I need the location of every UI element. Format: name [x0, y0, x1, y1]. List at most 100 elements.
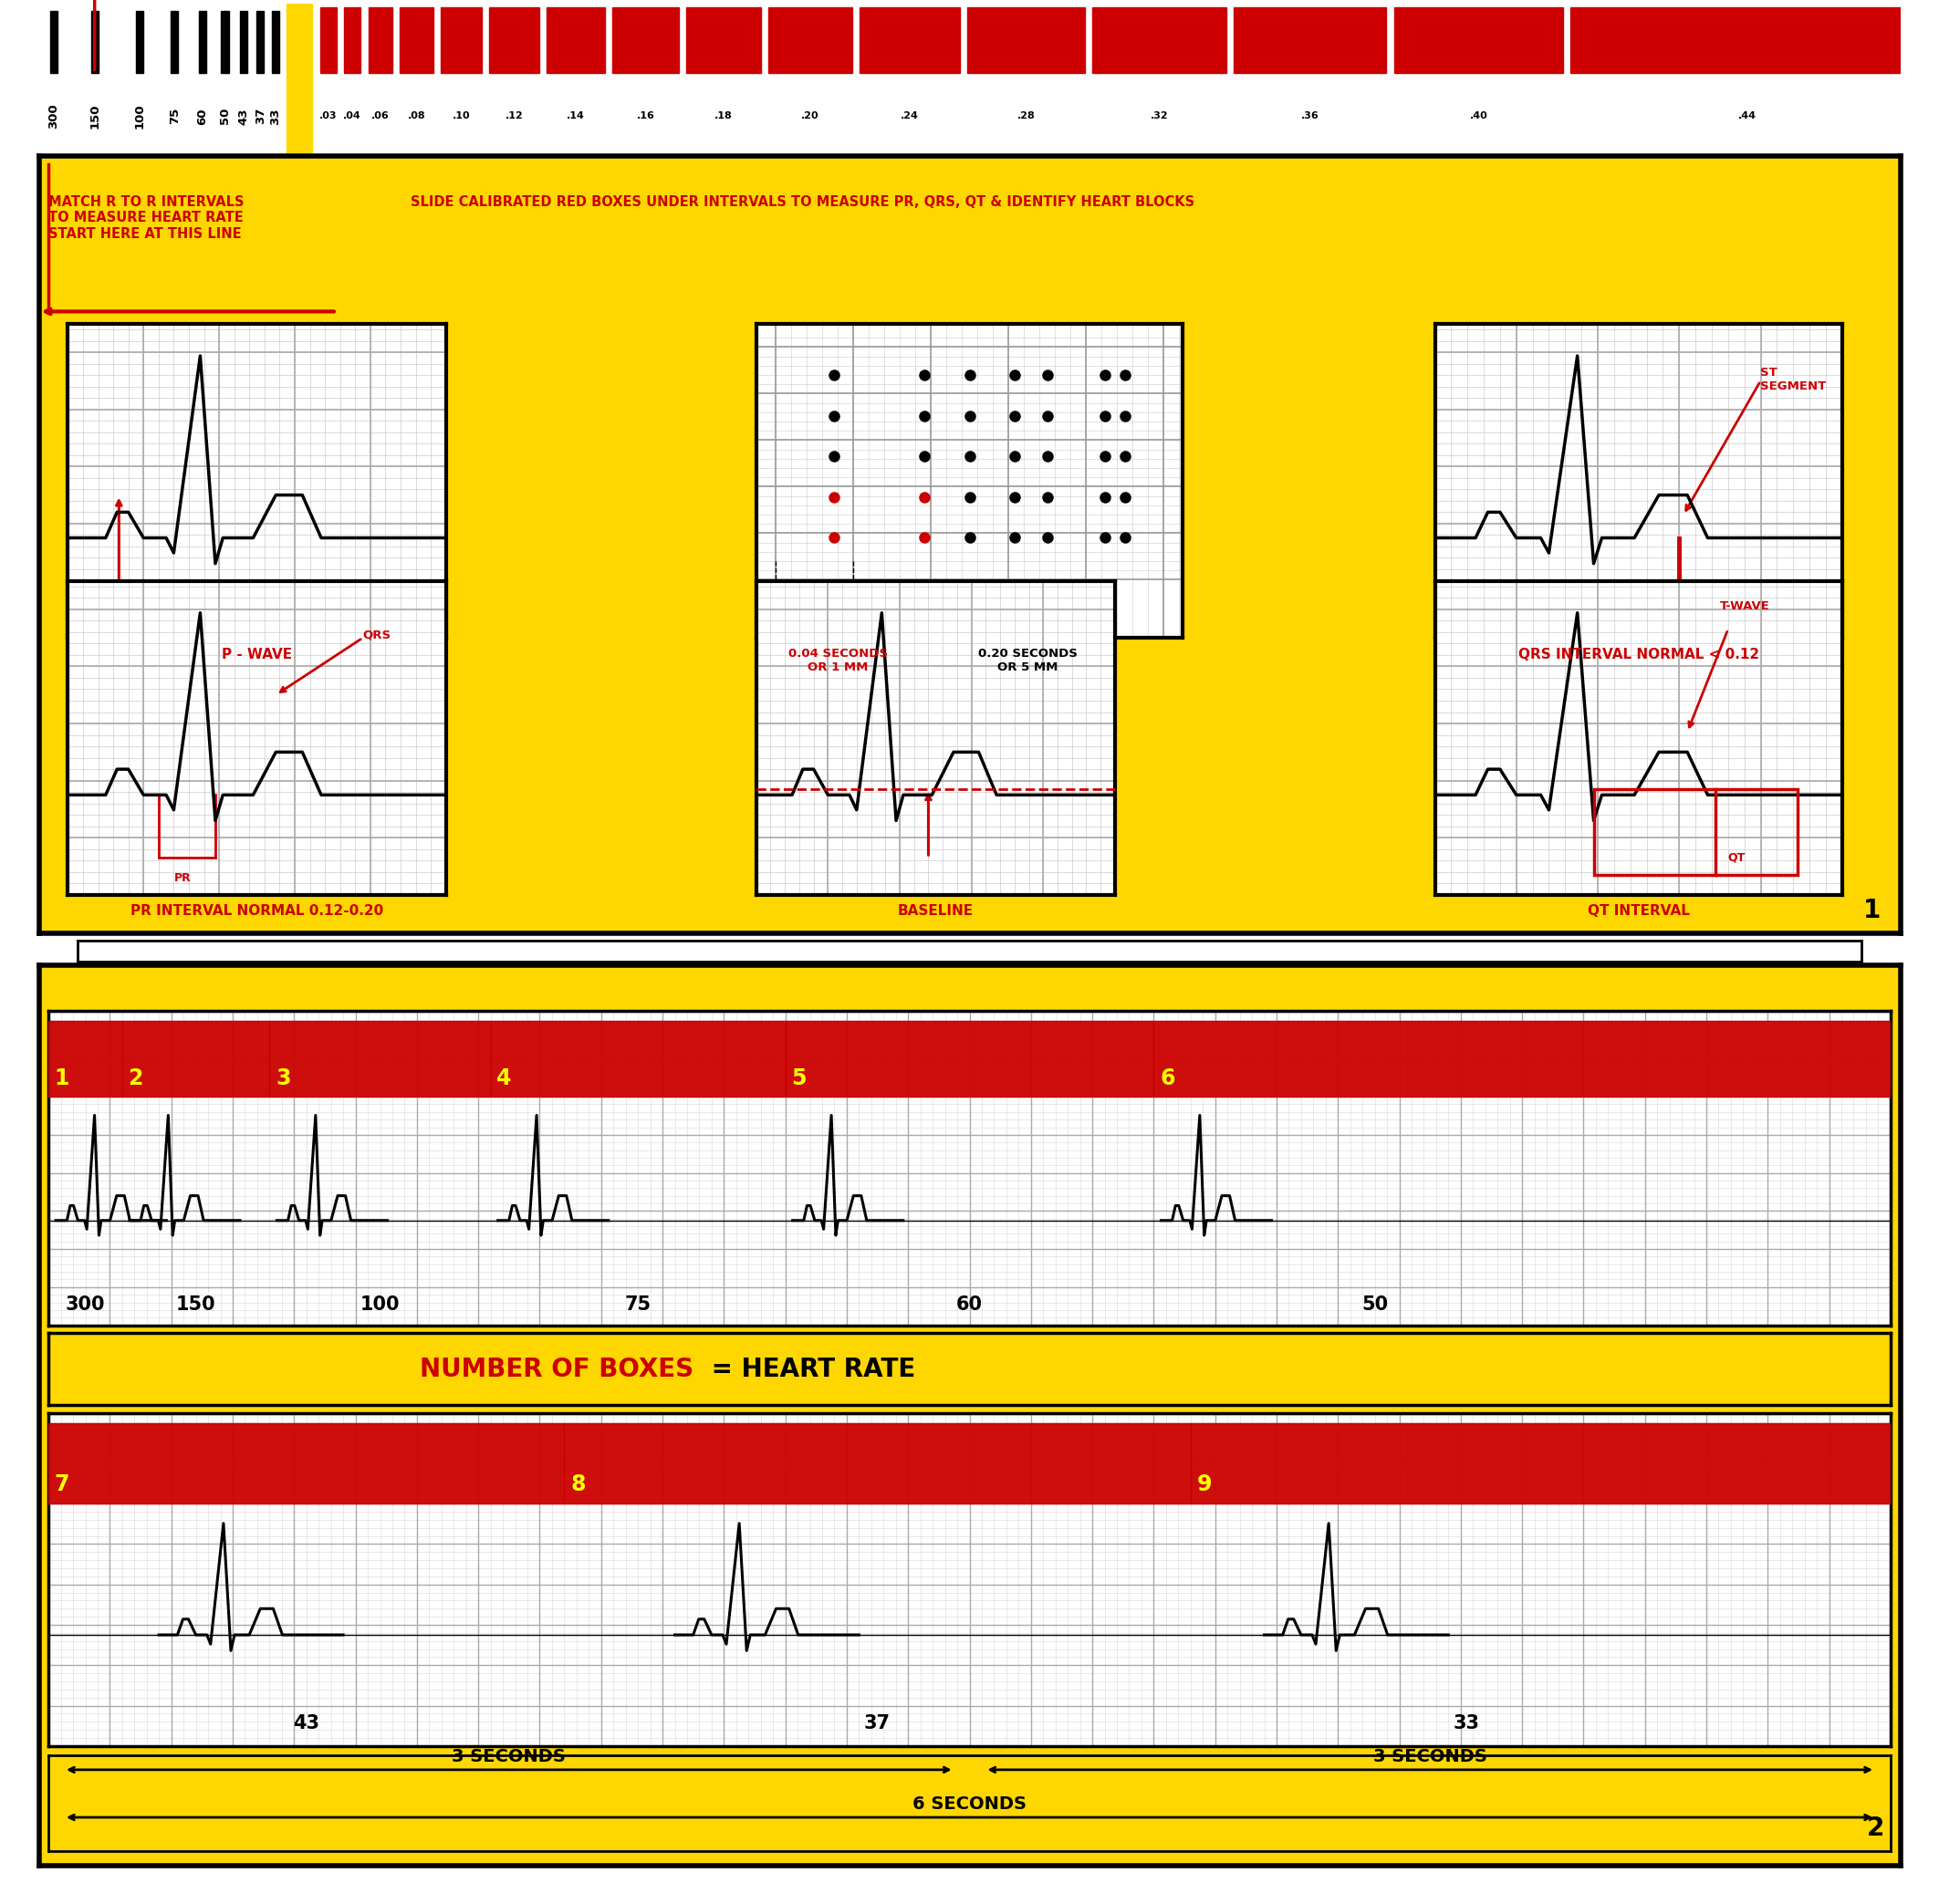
Bar	[1594, 788, 1797, 874]
Bar	[1154, 1021, 1891, 1097]
Text: .03: .03	[320, 112, 337, 120]
Bar	[768, 8, 853, 72]
Text: PR: PR	[175, 872, 190, 883]
Text: 150: 150	[176, 1295, 215, 1314]
Text: 100: 100	[134, 103, 145, 129]
Text: 8: 8	[570, 1474, 586, 1495]
Text: PR INTERVAL NORMAL 0.12-0.20: PR INTERVAL NORMAL 0.12-0.20	[130, 904, 384, 918]
Text: 33: 33	[270, 109, 281, 124]
Text: 4: 4	[496, 1068, 512, 1089]
Text: 37: 37	[254, 109, 266, 124]
Text: MATCH R TO R INTERVALS
TO MEASURE HEART RATE
START HERE AT THIS LINE: MATCH R TO R INTERVALS TO MEASURE HEART …	[48, 194, 244, 240]
Text: .18: .18	[715, 112, 733, 120]
Bar	[1092, 8, 1225, 72]
Text: 9: 9	[1196, 1474, 1212, 1495]
Bar	[171, 11, 178, 72]
Bar	[200, 11, 206, 72]
Text: 100: 100	[361, 1295, 399, 1314]
Text: .32: .32	[1150, 112, 1169, 120]
Text: .08: .08	[407, 112, 425, 120]
Text: 1: 1	[54, 1068, 70, 1089]
Bar	[48, 1021, 122, 1097]
Text: 33: 33	[1454, 1716, 1479, 1733]
Bar	[489, 8, 539, 72]
Text: 6: 6	[1160, 1068, 1175, 1089]
Text: .24: .24	[902, 112, 919, 120]
Text: NUMBER OF BOXES: NUMBER OF BOXES	[419, 1356, 694, 1382]
Bar	[368, 8, 392, 72]
Text: QT: QT	[1728, 851, 1745, 863]
Bar	[343, 8, 361, 72]
Text: 43: 43	[293, 1716, 320, 1733]
Text: 300: 300	[48, 103, 60, 129]
Text: 60: 60	[196, 109, 209, 124]
Bar	[136, 11, 143, 72]
Text: QRS INTERVAL NORMAL < 0.12: QRS INTERVAL NORMAL < 0.12	[1518, 647, 1759, 661]
Bar	[399, 8, 434, 72]
Bar	[91, 11, 99, 72]
Text: .14: .14	[566, 112, 586, 120]
Text: QRS: QRS	[363, 628, 392, 642]
Text: 3 SECONDS: 3 SECONDS	[1373, 1748, 1487, 1765]
Bar	[1394, 8, 1563, 72]
Text: 43: 43	[238, 109, 250, 124]
Text: 2: 2	[1867, 1816, 1885, 1841]
Bar	[50, 11, 58, 72]
Bar	[122, 1021, 270, 1097]
Text: .04: .04	[343, 112, 361, 120]
Text: .28: .28	[1018, 112, 1035, 120]
Bar	[287, 4, 312, 76]
Text: 37: 37	[865, 1716, 890, 1733]
Text: 2: 2	[128, 1068, 143, 1089]
Text: QT INTERVAL: QT INTERVAL	[1588, 904, 1689, 918]
Text: 300: 300	[66, 1295, 105, 1314]
Text: 6 SECONDS: 6 SECONDS	[913, 1795, 1026, 1813]
Text: 1: 1	[1863, 899, 1881, 923]
Bar	[48, 1422, 564, 1504]
Text: .10: .10	[452, 112, 471, 120]
Text: 150: 150	[89, 103, 101, 129]
Text: 3 SECONDS: 3 SECONDS	[452, 1748, 566, 1765]
Text: .20: .20	[801, 112, 820, 120]
Bar	[256, 11, 264, 72]
Text: 60: 60	[956, 1295, 983, 1314]
Text: 0.04 SECONDS
OR 1 MM: 0.04 SECONDS OR 1 MM	[787, 647, 888, 672]
Text: .12: .12	[506, 112, 524, 120]
Bar	[564, 1422, 1191, 1504]
Text: SLIDE CALIBRATED RED BOXES UNDER INTERVALS TO MEASURE PR, QRS, QT & IDENTIFY HEA: SLIDE CALIBRATED RED BOXES UNDER INTERVA…	[411, 194, 1194, 209]
Text: 3: 3	[275, 1068, 291, 1089]
Bar	[968, 8, 1086, 72]
Text: .36: .36	[1301, 112, 1319, 120]
Bar	[287, 76, 312, 156]
Text: 7: 7	[54, 1474, 70, 1495]
Bar	[440, 8, 481, 72]
Text: .44: .44	[1739, 112, 1757, 120]
Bar	[491, 1021, 785, 1097]
Bar	[1233, 8, 1386, 72]
Bar	[270, 1021, 491, 1097]
Bar	[613, 8, 679, 72]
Text: .16: .16	[636, 112, 655, 120]
Text: 50: 50	[219, 109, 231, 124]
Bar	[221, 11, 229, 72]
Bar	[271, 11, 279, 72]
Text: BASELINE: BASELINE	[898, 904, 973, 918]
Bar	[785, 1021, 1154, 1097]
Bar	[686, 8, 760, 72]
Bar	[1571, 8, 1923, 72]
Text: 0.20 SECONDS
OR 5 MM: 0.20 SECONDS OR 5 MM	[977, 647, 1078, 672]
Text: ST
SEGMENT: ST SEGMENT	[1761, 366, 1827, 392]
Text: P - WAVE: P - WAVE	[221, 647, 293, 661]
Text: 5: 5	[791, 1068, 807, 1089]
Text: .40: .40	[1470, 112, 1487, 120]
Bar	[240, 11, 248, 72]
Text: 50: 50	[1361, 1295, 1388, 1314]
Text: .06: .06	[372, 112, 390, 120]
Text: 75: 75	[169, 109, 180, 124]
Text: = HEART RATE: = HEART RATE	[702, 1356, 915, 1382]
Text: 75: 75	[624, 1295, 652, 1314]
Bar	[859, 8, 960, 72]
Bar	[547, 8, 605, 72]
Bar	[1191, 1422, 1891, 1504]
Text: T-WAVE: T-WAVE	[1720, 600, 1770, 613]
